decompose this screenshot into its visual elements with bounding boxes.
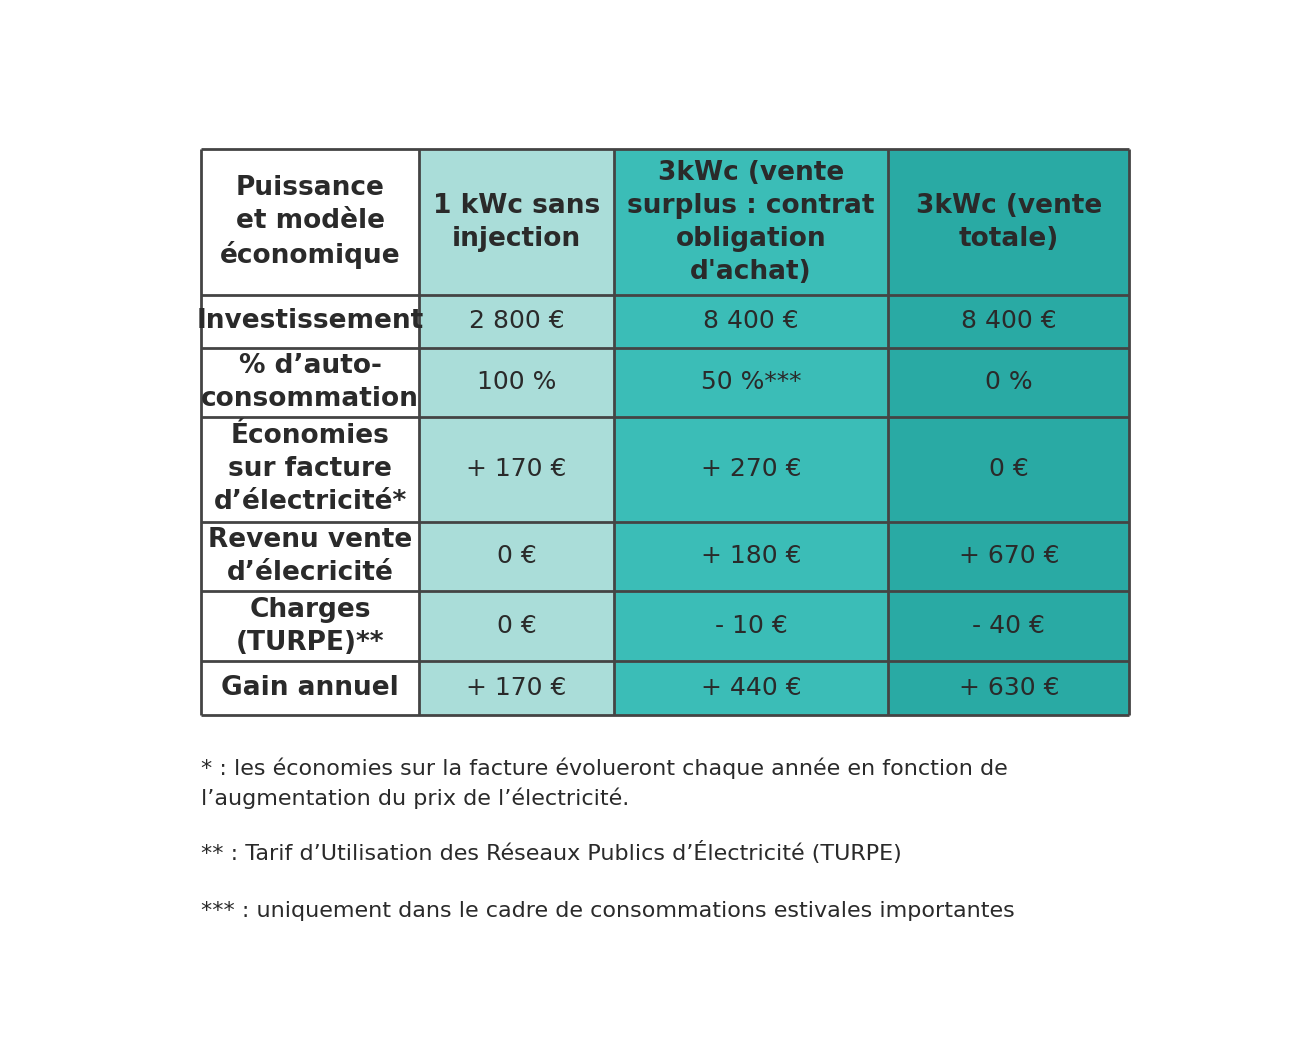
Bar — [419, 417, 614, 521]
Bar — [888, 149, 1129, 295]
Bar — [419, 149, 614, 295]
Text: *** : uniquement dans le cadre de consommations estivales importantes: *** : uniquement dans le cadre de consom… — [201, 902, 1015, 922]
Text: + 670 €: + 670 € — [958, 545, 1059, 568]
Bar — [201, 149, 419, 295]
Text: % d’auto-
consommation: % d’auto- consommation — [201, 353, 419, 412]
Text: 50 %***: 50 %*** — [701, 371, 801, 394]
Text: 0 €: 0 € — [989, 458, 1028, 481]
Text: Revenu vente
d’élecricité: Revenu vente d’élecricité — [208, 527, 413, 586]
Text: + 440 €: + 440 € — [701, 675, 801, 700]
Text: * : les économies sur la facture évolueront chaque année en fonction de
l’augmen: * : les économies sur la facture évoluer… — [201, 757, 1007, 809]
Bar — [888, 592, 1129, 661]
Text: ** : Tarif d’Utilisation des Réseaux Publics d’Électricité (TURPE): ** : Tarif d’Utilisation des Réseaux Pub… — [201, 841, 902, 864]
Text: 100 %: 100 % — [476, 371, 557, 394]
Text: Investissement: Investissement — [196, 308, 423, 335]
Bar — [419, 661, 614, 715]
Bar — [201, 295, 419, 347]
Bar — [614, 417, 888, 521]
Text: + 170 €: + 170 € — [466, 458, 567, 481]
Text: - 10 €: - 10 € — [715, 614, 788, 638]
Bar — [888, 295, 1129, 347]
Bar — [201, 592, 419, 661]
Text: 0 €: 0 € — [497, 614, 536, 638]
Bar — [614, 661, 888, 715]
Bar — [614, 347, 888, 417]
Text: 1 kWc sans
injection: 1 kWc sans injection — [434, 192, 600, 252]
Text: 0 %: 0 % — [985, 371, 1033, 394]
Bar — [201, 417, 419, 521]
Text: 8 400 €: 8 400 € — [704, 309, 800, 333]
Bar — [888, 661, 1129, 715]
Text: 3kWc (vente
totale): 3kWc (vente totale) — [915, 192, 1102, 252]
Text: + 180 €: + 180 € — [701, 545, 801, 568]
Bar — [419, 295, 614, 347]
Text: + 270 €: + 270 € — [701, 458, 801, 481]
Bar — [614, 149, 888, 295]
Bar — [201, 521, 419, 592]
Bar — [419, 521, 614, 592]
Bar — [614, 521, 888, 592]
Text: 2 800 €: 2 800 € — [469, 309, 565, 333]
Bar — [614, 592, 888, 661]
Bar — [419, 592, 614, 661]
Text: Charges
(TURPE)**: Charges (TURPE)** — [236, 597, 384, 655]
Bar — [888, 521, 1129, 592]
Bar — [614, 295, 888, 347]
Bar — [888, 417, 1129, 521]
Text: + 630 €: + 630 € — [958, 675, 1059, 700]
Text: - 40 €: - 40 € — [972, 614, 1045, 638]
Bar — [888, 347, 1129, 417]
Text: Gain annuel: Gain annuel — [221, 675, 398, 701]
Text: 8 400 €: 8 400 € — [961, 309, 1057, 333]
Bar — [201, 347, 419, 417]
Text: 3kWc (vente
surplus : contrat
obligation
d'achat): 3kWc (vente surplus : contrat obligation… — [627, 159, 875, 285]
Bar — [419, 347, 614, 417]
Text: Économies
sur facture
d’électricité*: Économies sur facture d’électricité* — [213, 424, 406, 515]
Bar — [201, 661, 419, 715]
Text: Puissance
et modèle
économique: Puissance et modèle économique — [219, 175, 400, 270]
Text: 0 €: 0 € — [497, 545, 536, 568]
Text: + 170 €: + 170 € — [466, 675, 567, 700]
